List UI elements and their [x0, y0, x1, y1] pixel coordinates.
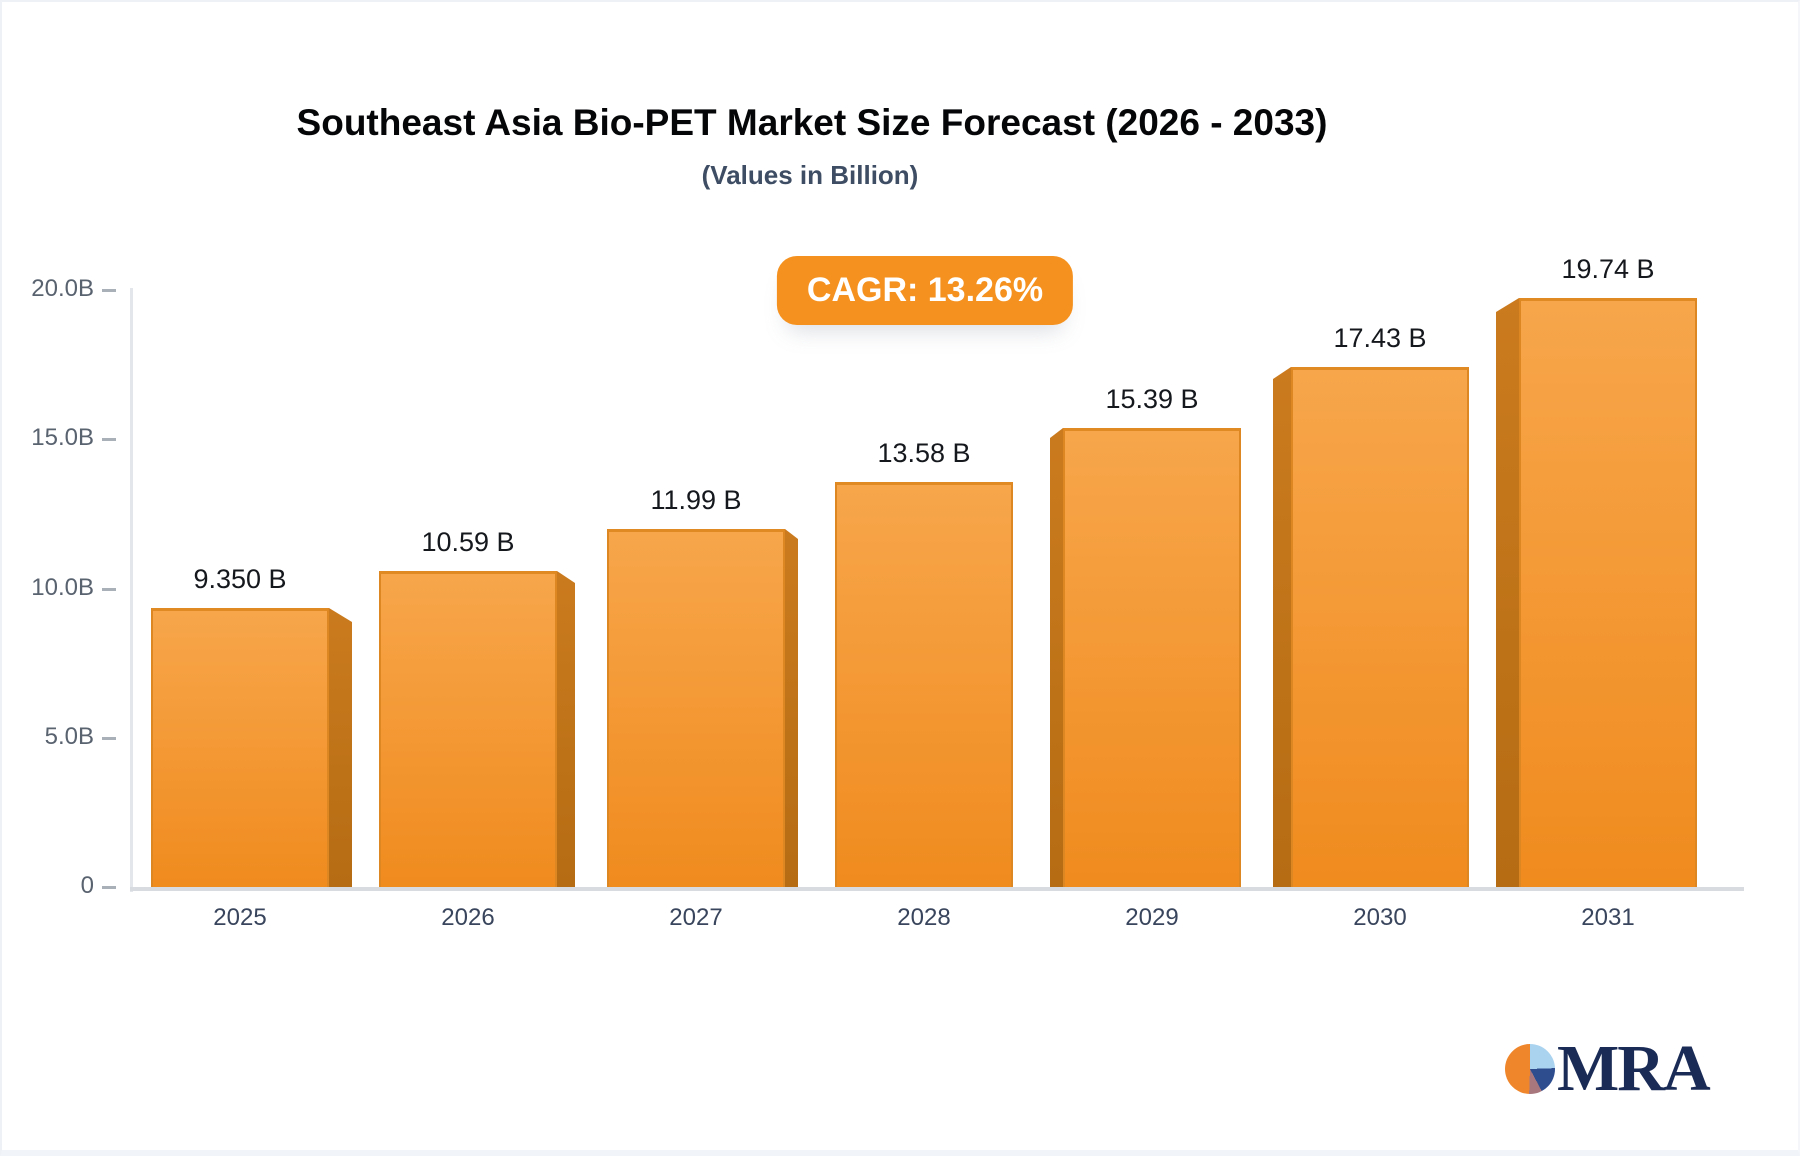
cagr-badge: CAGR: 13.26%	[776, 256, 1074, 325]
bar-side	[1496, 298, 1519, 887]
bar-side	[1273, 367, 1291, 887]
y-tick	[102, 587, 116, 591]
y-tick	[102, 438, 116, 442]
y-tick	[102, 886, 116, 889]
bar-value-label: 19.74 B	[1561, 254, 1655, 284]
y-tick-label: 20.0B	[31, 275, 94, 302]
x-axis-line	[130, 887, 1744, 891]
bar-side	[785, 529, 798, 887]
bar-side	[329, 608, 352, 887]
bar-value-label: 10.59 B	[421, 527, 515, 557]
y-axis-line	[130, 288, 133, 892]
bar-value-label: 15.39 B	[1105, 384, 1199, 414]
logo-pie-icon	[1505, 1044, 1555, 1094]
y-tick-label: 0	[80, 872, 94, 899]
bar	[1291, 367, 1469, 887]
bar	[379, 571, 557, 887]
x-tick-label: 2030	[1353, 904, 1407, 931]
bar	[835, 482, 1013, 887]
bar	[151, 608, 329, 887]
bar-value-label: 13.58 B	[877, 438, 971, 468]
x-tick-label: 2025	[213, 904, 267, 931]
bar	[1063, 428, 1241, 887]
x-tick-label: 2026	[441, 904, 495, 931]
brand-logo: MRA	[1505, 1032, 1711, 1105]
y-tick	[102, 289, 116, 292]
x-tick-label: 2031	[1581, 904, 1635, 931]
x-tick-label: 2029	[1125, 904, 1179, 931]
y-tick	[102, 736, 116, 740]
bar	[1519, 298, 1697, 887]
x-tick-label: 2027	[669, 904, 723, 931]
x-tick-label: 2028	[897, 904, 951, 931]
bar-side	[1050, 428, 1063, 887]
bar-side	[557, 571, 575, 887]
chart-subtitle: (Values in Billion)	[701, 160, 919, 190]
chart-title: Southeast Asia Bio-PET Market Size Forec…	[296, 102, 1328, 143]
y-tick-label: 5.0B	[44, 722, 94, 750]
bar-value-label: 9.350 B	[193, 564, 287, 594]
bar	[607, 529, 785, 887]
bar-value-label: 11.99 B	[650, 485, 742, 515]
y-tick-label: 15.0B	[31, 424, 94, 452]
y-tick-label: 10.0B	[31, 573, 94, 601]
bar-value-label: 17.43 B	[1333, 323, 1427, 353]
logo-text: MRA	[1557, 1032, 1711, 1105]
